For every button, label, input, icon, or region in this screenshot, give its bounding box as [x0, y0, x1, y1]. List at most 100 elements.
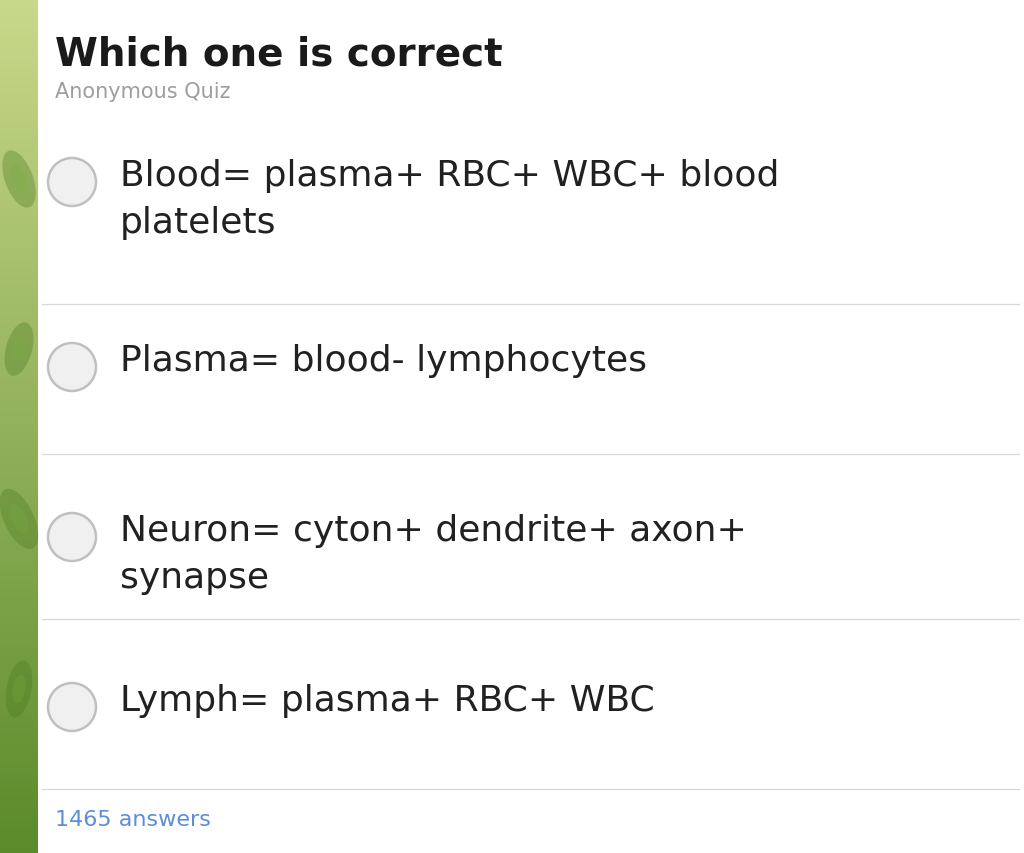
Bar: [0, 422, 38, 427]
Bar: [0, 316, 38, 321]
Bar: [0, 580, 38, 585]
Bar: [0, 414, 38, 419]
Text: Plasma= blood- lymphocytes: Plasma= blood- lymphocytes: [120, 344, 647, 378]
Bar: [0, 712, 38, 717]
Bar: [0, 798, 38, 803]
Bar: [0, 525, 38, 530]
Bar: [0, 533, 38, 538]
Bar: [0, 768, 38, 773]
Bar: [0, 725, 38, 730]
Ellipse shape: [6, 660, 33, 718]
Bar: [0, 409, 38, 415]
Bar: [0, 661, 38, 666]
Bar: [0, 512, 38, 517]
Bar: [0, 102, 38, 107]
Bar: [0, 367, 38, 372]
Bar: [0, 674, 38, 679]
Circle shape: [48, 514, 96, 561]
Bar: [0, 815, 38, 820]
Bar: [0, 77, 38, 82]
Bar: [0, 456, 38, 461]
Bar: [0, 158, 38, 163]
Bar: [0, 529, 38, 534]
Bar: [0, 200, 38, 206]
Bar: [0, 183, 38, 189]
Bar: [0, 508, 38, 513]
Bar: [0, 695, 38, 700]
Bar: [0, 47, 38, 52]
Bar: [0, 269, 38, 274]
Bar: [0, 341, 38, 346]
Bar: [0, 738, 38, 743]
Bar: [0, 537, 38, 543]
Bar: [0, 222, 38, 227]
Bar: [0, 742, 38, 747]
Bar: [0, 759, 38, 764]
Bar: [0, 618, 38, 624]
Bar: [0, 273, 38, 278]
Bar: [0, 772, 38, 777]
Bar: [0, 98, 38, 103]
Bar: [0, 520, 38, 525]
Bar: [0, 734, 38, 739]
Text: 1465 answers: 1465 answers: [55, 809, 211, 829]
Bar: [0, 90, 38, 95]
Bar: [0, 136, 38, 142]
Bar: [0, 4, 38, 9]
Bar: [0, 418, 38, 423]
Bar: [0, 559, 38, 564]
Bar: [0, 256, 38, 261]
Bar: [0, 844, 38, 850]
Bar: [0, 226, 38, 231]
Bar: [0, 311, 38, 316]
Bar: [0, 819, 38, 824]
Bar: [0, 30, 38, 35]
Bar: [0, 333, 38, 338]
Bar: [0, 239, 38, 244]
Bar: [0, 252, 38, 257]
Bar: [0, 708, 38, 713]
Bar: [0, 495, 38, 500]
Bar: [0, 721, 38, 726]
Bar: [0, 68, 38, 73]
Bar: [0, 397, 38, 402]
Bar: [0, 34, 38, 39]
Bar: [0, 13, 38, 18]
Bar: [0, 205, 38, 210]
Bar: [0, 776, 38, 781]
Bar: [0, 426, 38, 432]
Bar: [0, 473, 38, 479]
Bar: [0, 375, 38, 380]
Bar: [0, 610, 38, 615]
Bar: [0, 499, 38, 504]
Bar: [0, 111, 38, 116]
Bar: [0, 431, 38, 436]
Bar: [0, 26, 38, 31]
Bar: [0, 623, 38, 628]
Bar: [0, 119, 38, 125]
Bar: [0, 64, 38, 69]
Ellipse shape: [10, 165, 28, 194]
Bar: [0, 17, 38, 22]
Bar: [0, 115, 38, 120]
Bar: [0, 593, 38, 598]
Bar: [0, 60, 38, 65]
Bar: [0, 0, 38, 5]
Bar: [0, 789, 38, 794]
Bar: [0, 567, 38, 572]
Bar: [0, 218, 38, 223]
Bar: [0, 563, 38, 568]
Bar: [0, 606, 38, 611]
Bar: [0, 678, 38, 683]
Bar: [0, 196, 38, 201]
Bar: [0, 670, 38, 675]
Bar: [0, 81, 38, 86]
Bar: [0, 154, 38, 159]
Bar: [0, 755, 38, 760]
Bar: [0, 746, 38, 751]
Bar: [0, 802, 38, 807]
Bar: [0, 793, 38, 798]
Bar: [0, 653, 38, 658]
Ellipse shape: [4, 322, 34, 376]
Bar: [0, 601, 38, 606]
